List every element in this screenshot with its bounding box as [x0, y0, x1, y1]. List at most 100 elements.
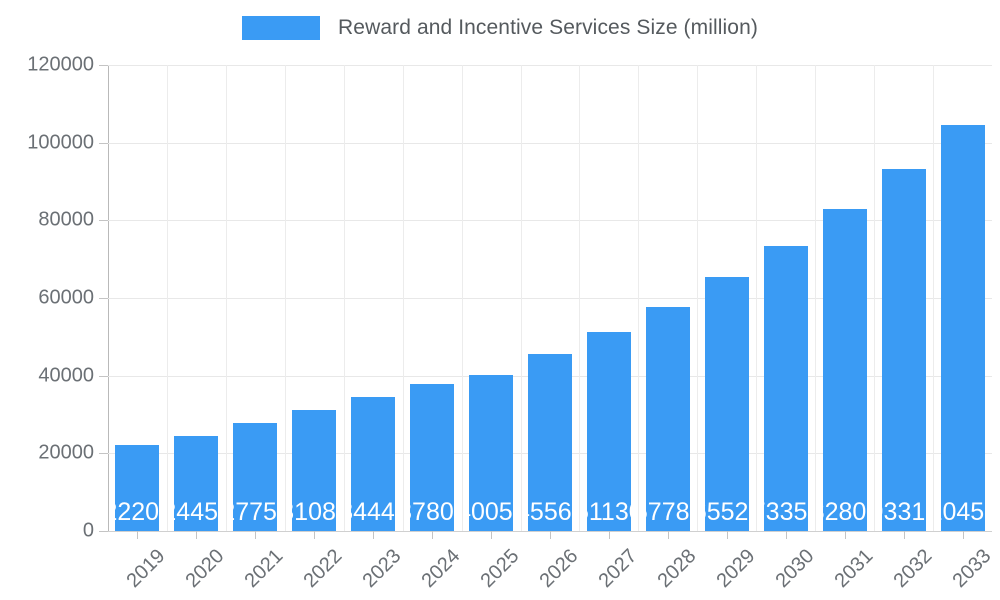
gridline-vertical [520, 65, 522, 531]
y-axis-tick-mark [99, 220, 108, 222]
x-axis-tick: 2024 [403, 531, 465, 600]
x-axis-tick-label: 2032 [889, 545, 937, 593]
bar-value-label: 24450 [174, 498, 219, 526]
x-axis-tick-mark [785, 531, 787, 539]
bar-value-label: 65520 [705, 498, 749, 526]
bar-value-label: 104500 [941, 498, 985, 526]
gridline [108, 220, 992, 222]
gridline-vertical [461, 65, 463, 531]
bar-value-label: 37800 [410, 498, 454, 526]
x-axis-tick-label: 2027 [594, 545, 642, 593]
plot-area: 22200 24450 27750 31080 34440 37800 40050 45560… [108, 65, 992, 532]
x-axis-tick-mark [903, 531, 905, 539]
y-axis-labels: 0 20000 40000 60000 80000 100000 120000 [0, 0, 108, 600]
x-axis-tick-label: 2029 [712, 545, 760, 593]
x-axis-tick-label: 2025 [476, 545, 524, 593]
gridline [108, 298, 992, 299]
x-axis-tick-label: 2022 [299, 545, 347, 593]
x-axis-tick-label: 2033 [948, 545, 996, 593]
x-axis-tick: 2022 [285, 531, 347, 600]
x-axis-tick: 2032 [874, 531, 936, 600]
y-axis-tick-label: 60000 [38, 286, 94, 309]
gridline-vertical [638, 65, 640, 531]
gridline [108, 142, 992, 144]
bar-value-label: 40050 [469, 498, 513, 526]
bar-value-label: 31080 [292, 498, 336, 526]
bar-slot: 51130 [580, 65, 639, 531]
bar-slot: 93310 [874, 65, 933, 531]
x-axis-tick: 2028 [638, 531, 700, 600]
bar[interactable]: 37800 [410, 384, 455, 531]
bar[interactable]: 65520 [704, 276, 749, 531]
bar-value-label: 57780 [646, 498, 690, 526]
bar[interactable]: 51130 [586, 332, 631, 531]
x-axis-tick-mark [373, 531, 375, 539]
bar-slot: 22200 [108, 65, 167, 531]
bar[interactable]: 27750 [233, 423, 278, 531]
x-axis-tick-mark [491, 531, 493, 539]
x-axis-tick: 2027 [580, 531, 642, 600]
x-axis-tick: 2025 [462, 531, 524, 600]
gridline-vertical [284, 65, 286, 531]
bar-value-label: 51130 [587, 498, 631, 526]
x-axis-tick-mark [314, 531, 316, 539]
gridline-vertical [166, 65, 168, 531]
bar-slot: 73350 [756, 65, 815, 531]
x-axis-tick: 2031 [815, 531, 877, 600]
y-axis-tick-mark [99, 453, 108, 455]
bar-slot: 82800 [815, 65, 874, 531]
y-axis-tick-label: 80000 [38, 208, 94, 231]
x-axis-tick-label: 2019 [122, 545, 170, 593]
bar[interactable]: 104500 [940, 125, 985, 531]
x-axis-labels: 2019 2020 2021 2022 2023 2024 2025 2026 2027 2028… [108, 531, 995, 600]
x-axis-tick-mark [255, 531, 257, 539]
x-axis-tick: 2019 [108, 531, 170, 600]
bar[interactable]: 31080 [292, 410, 337, 531]
bar-series: 22200 24450 27750 31080 34440 37800 40050 45560… [108, 65, 992, 531]
bar[interactable]: 57780 [645, 306, 690, 531]
x-axis-tick-label: 2026 [535, 545, 583, 593]
legend-color-swatch[interactable] [242, 16, 321, 40]
bar[interactable]: 40050 [469, 375, 514, 531]
x-axis-tick-mark [550, 531, 552, 539]
y-axis-tick-mark [99, 375, 108, 377]
x-axis-tick-label: 2030 [771, 545, 819, 593]
x-axis-tick: 2026 [521, 531, 583, 600]
bar-slot: 27750 [226, 65, 285, 531]
bar[interactable]: 24450 [174, 436, 219, 531]
gridline-vertical [697, 65, 699, 531]
bar[interactable]: 22200 [115, 444, 160, 531]
bar-value-label: 22200 [115, 498, 160, 526]
bar-value-label: 73350 [764, 498, 808, 526]
bar-value-label: 27750 [233, 498, 277, 526]
bar[interactable]: 45560 [528, 354, 573, 531]
bar[interactable]: 73350 [763, 246, 808, 531]
y-axis-tick-mark [99, 298, 108, 299]
gridline-vertical [933, 65, 935, 531]
x-axis-tick-mark [137, 531, 139, 539]
x-axis-tick-label: 2031 [830, 545, 878, 593]
bar-value-label: 45560 [528, 498, 572, 526]
bar[interactable]: 34440 [351, 397, 396, 531]
bar[interactable]: 93310 [881, 168, 926, 531]
y-axis-tick-label: 40000 [38, 364, 94, 387]
bar-slot: 34440 [344, 65, 403, 531]
y-axis-tick-label: 0 [82, 519, 94, 542]
gridline [108, 65, 992, 66]
gridline-vertical [874, 65, 876, 531]
bar-slot: 45560 [521, 65, 580, 531]
x-axis-tick: 2033 [933, 531, 995, 600]
x-axis-tick: 2020 [167, 531, 229, 600]
x-axis-tick-mark [432, 531, 434, 539]
bar[interactable]: 82800 [822, 209, 867, 531]
x-axis-tick-mark [726, 531, 728, 539]
y-axis-tick-mark [99, 65, 108, 66]
gridline-vertical [343, 65, 345, 531]
gridline-vertical [225, 65, 227, 531]
y-axis-tick-mark [99, 531, 108, 532]
legend-label[interactable]: Reward and Incentive Services Size (mill… [338, 16, 758, 39]
x-axis-tick-label: 2020 [181, 545, 229, 593]
gridline [108, 531, 992, 532]
bar-slot: 37800 [403, 65, 462, 531]
